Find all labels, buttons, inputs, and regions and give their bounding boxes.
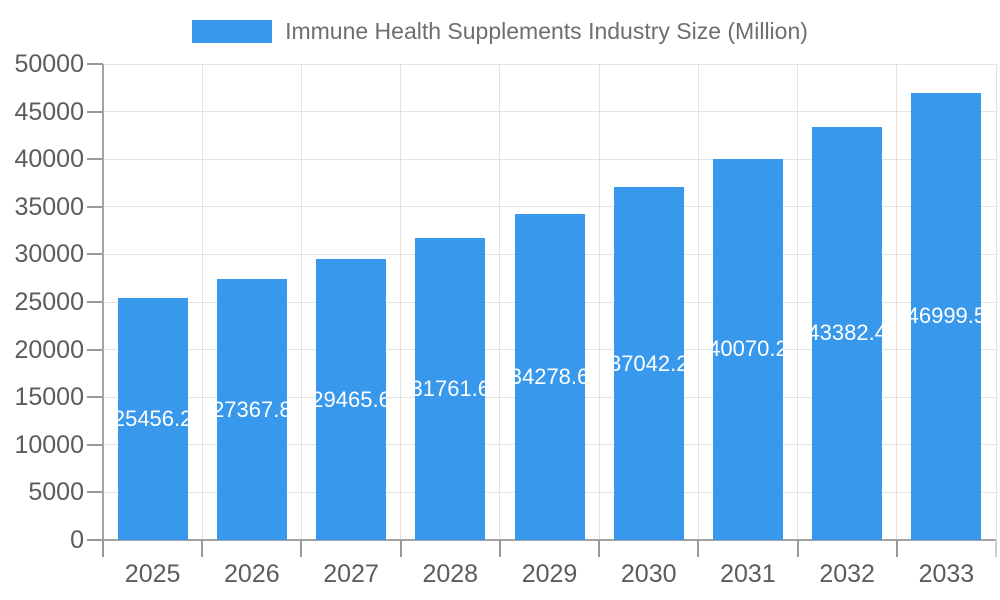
v-gridline (896, 64, 898, 540)
x-axis-tick-label: 2031 (720, 560, 776, 588)
bar-2031[interactable]: 40070.2 (712, 158, 783, 540)
bar-value-label: 40070.2 (712, 336, 783, 362)
x-axis-tick (895, 540, 898, 557)
x-axis-tick (995, 540, 997, 557)
y-axis-tick (87, 63, 103, 65)
bar-2032[interactable]: 43382.4 (812, 126, 883, 540)
bar-2028[interactable]: 31761.6 (415, 237, 486, 540)
bar-2029[interactable]: 34278.6 (514, 213, 585, 540)
legend-label: Immune Health Supplements Industry Size … (285, 18, 808, 44)
y-axis-tick (87, 158, 103, 161)
h-gridline (103, 158, 996, 160)
x-axis-tick (201, 540, 204, 557)
y-axis-tick (87, 348, 103, 351)
x-axis-tick-label: 2027 (323, 560, 379, 588)
x-axis-tick (498, 540, 501, 557)
y-axis-tick (87, 301, 103, 303)
bar-2025[interactable]: 25456.2 (117, 297, 188, 540)
y-axis-tick-label: 0 (70, 526, 84, 554)
v-gridline (300, 64, 302, 540)
x-axis-tick-label: 2025 (124, 560, 181, 588)
h-gridline (103, 206, 996, 208)
v-gridline (598, 64, 600, 540)
v-gridline (400, 64, 402, 540)
x-axis-tick-label: 2028 (422, 560, 479, 588)
x-axis-tick (102, 540, 104, 557)
bar-value-label: 37042.2 (613, 350, 684, 376)
y-axis-tick-label: 5000 (28, 478, 84, 507)
x-axis-tick (399, 540, 402, 557)
v-gridline (201, 64, 203, 540)
bar-value-label: 27367.8 (216, 396, 287, 422)
x-axis-tick (598, 540, 601, 557)
y-axis-tick (87, 396, 103, 399)
x-axis-tick-label: 2026 (224, 560, 280, 588)
x-axis-tick-label: 2030 (620, 560, 677, 588)
y-axis-tick-label: 35000 (14, 192, 84, 221)
h-gridline (103, 63, 996, 65)
x-axis-tick (697, 540, 700, 557)
bar-value-label: 43382.4 (812, 320, 883, 346)
y-axis-tick (87, 253, 103, 256)
v-gridline (797, 64, 799, 540)
y-axis-tick-label: 50000 (14, 50, 84, 78)
bar-2030[interactable]: 37042.2 (613, 187, 684, 540)
y-axis-tick (87, 443, 103, 446)
x-axis-tick (300, 540, 303, 557)
bar-2033[interactable]: 46999.5 (911, 92, 982, 540)
legend-swatch (192, 19, 273, 43)
y-axis-tick-label: 15000 (14, 383, 84, 412)
y-axis-tick (87, 205, 103, 208)
chart-legend[interactable]: Immune Health Supplements Industry Size … (0, 17, 1000, 45)
x-axis-tick-label: 2033 (918, 560, 975, 588)
y-axis-tick (87, 110, 103, 113)
bar-value-label: 31761.6 (415, 375, 486, 401)
x-axis-line (101, 539, 996, 541)
y-axis-line (102, 64, 104, 540)
y-axis-tick-label: 25000 (14, 288, 84, 316)
bar-value-label: 34278.6 (514, 363, 585, 389)
y-axis-tick (87, 491, 103, 494)
v-gridline (995, 64, 997, 540)
v-gridline (499, 64, 501, 540)
x-axis-tick-label: 2032 (819, 560, 875, 588)
bar-2026[interactable]: 27367.8 (216, 279, 287, 540)
y-axis-tick-label: 40000 (14, 145, 84, 174)
y-axis-tick-label: 20000 (14, 335, 84, 364)
x-axis-tick (796, 540, 799, 557)
v-gridline (697, 64, 699, 540)
x-axis-tick-label: 2029 (521, 560, 578, 588)
y-axis-tick-label: 10000 (14, 430, 84, 459)
bar-value-label: 25456.2 (117, 405, 188, 431)
bar-value-label: 29465.6 (316, 386, 387, 412)
bar-2027[interactable]: 29465.6 (316, 259, 387, 540)
bar-value-label: 46999.5 (911, 303, 982, 329)
y-axis-tick-label: 45000 (14, 97, 84, 126)
h-gridline (103, 111, 996, 113)
y-axis-tick-label: 30000 (14, 240, 84, 269)
y-axis-tick (87, 539, 103, 541)
